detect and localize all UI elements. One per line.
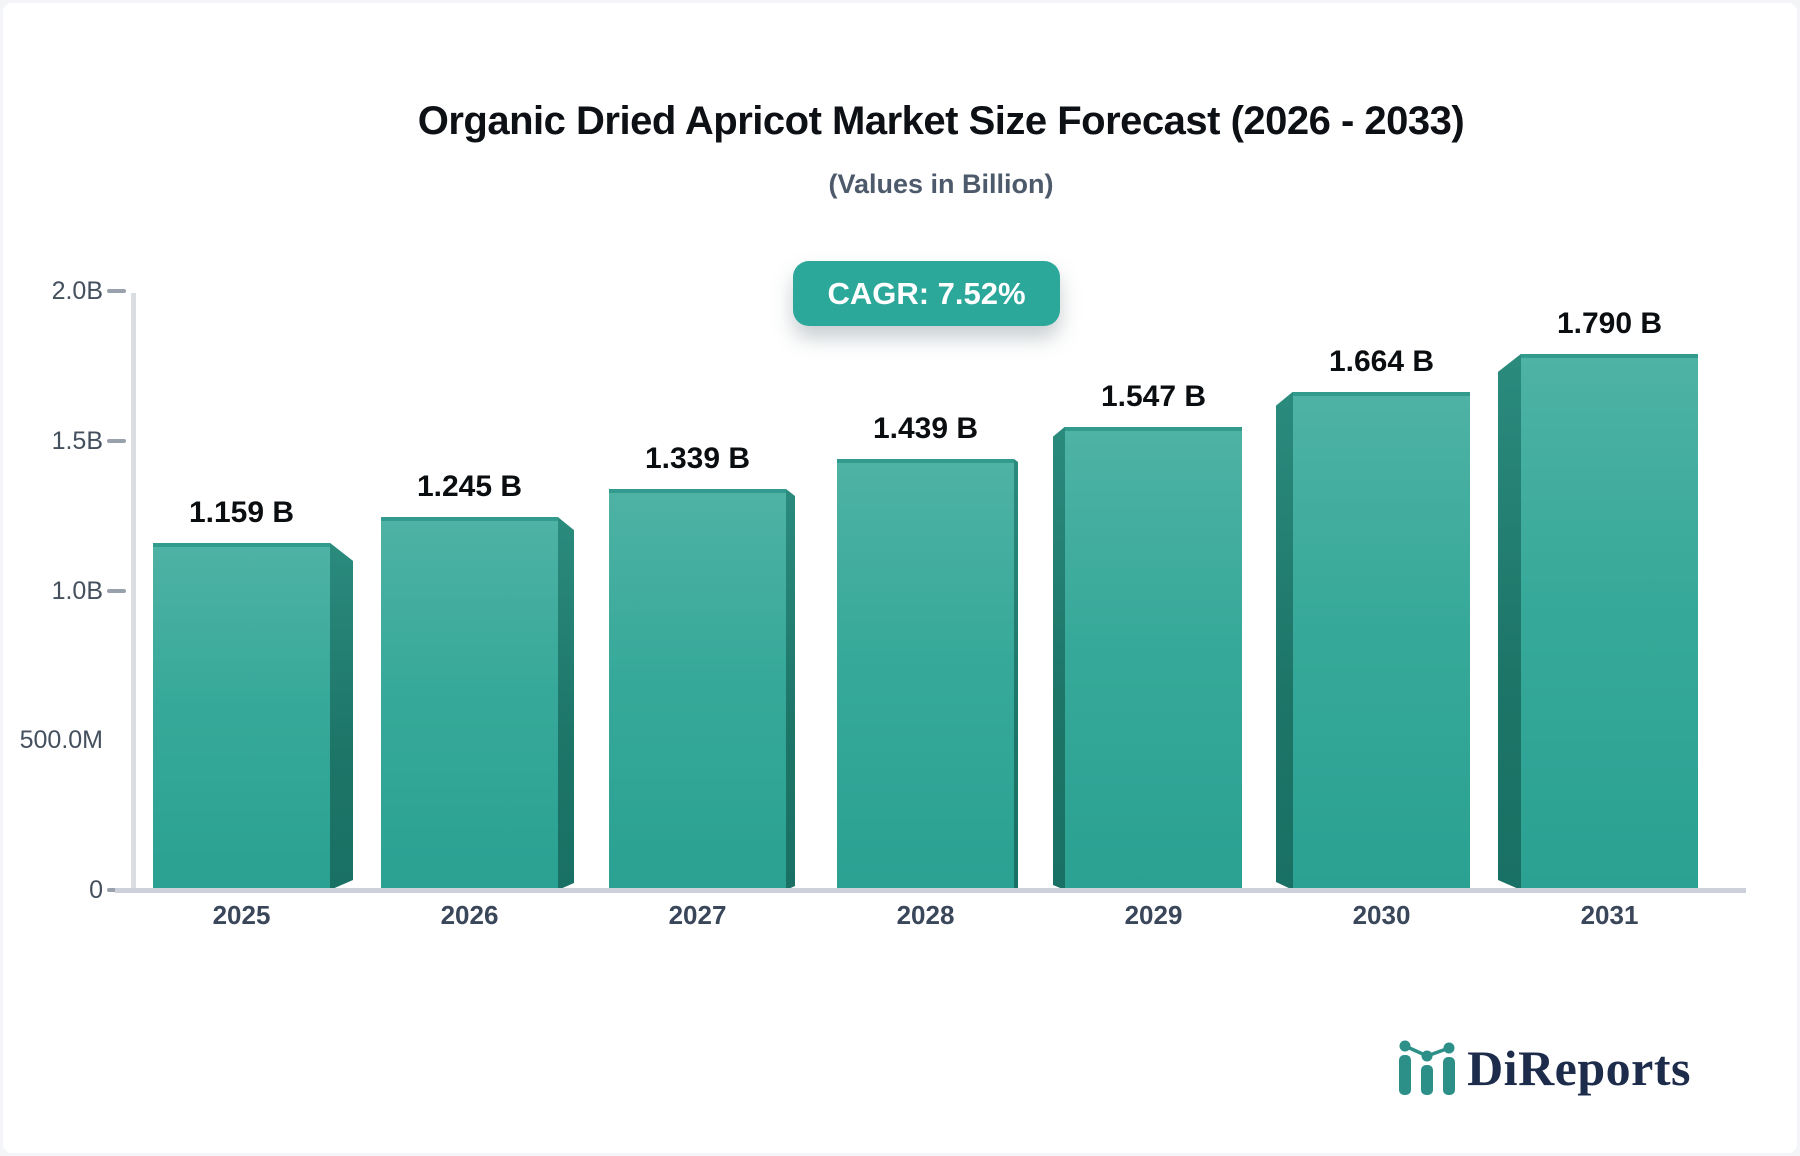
bar-value-label: 1.547 B — [1100, 379, 1207, 413]
y-tick-label: 500.0M — [19, 726, 103, 755]
chart-subtitle: (Values in Billion) — [828, 169, 1054, 199]
y-tick-dash — [107, 289, 126, 293]
y-tick-label: 1.0B — [51, 576, 103, 605]
y-tick-dash — [107, 588, 126, 593]
y-axis-line — [131, 293, 136, 892]
bar-2029-side — [1053, 427, 1065, 890]
x-tick-label-2029: 2029 — [1124, 900, 1183, 930]
bar-value-label: 1.245 B — [416, 470, 523, 504]
y-tick-label: 1.5B — [51, 426, 103, 455]
mini-bar-line-chart-icon — [1397, 1039, 1459, 1102]
bar-2026-side — [558, 517, 574, 890]
bar-2025 — [153, 542, 330, 890]
bar-value-label: 1.439 B — [872, 412, 979, 446]
brand-logo: DiReports — [1397, 1033, 1691, 1103]
bar-2028-side — [1014, 459, 1018, 890]
x-axis-line — [115, 888, 1746, 893]
x-tick-label-2026: 2026 — [440, 900, 499, 930]
x-tick-label-2027: 2027 — [668, 900, 727, 930]
brand-logo-text: DiReports — [1467, 1040, 1691, 1096]
y-tick-label: 0 — [89, 876, 103, 904]
bar-value-label: 1.159 B — [188, 495, 295, 529]
y-tick-label: 2.0B — [51, 277, 103, 305]
bar-2029 — [1065, 426, 1242, 890]
bar-2028 — [837, 459, 1014, 890]
bar-value-label: 1.339 B — [644, 441, 751, 475]
bar-2030-side — [1276, 392, 1293, 890]
bar-2027 — [609, 488, 786, 890]
chart-title: Organic Dried Apricot Market Size Foreca… — [417, 99, 1465, 143]
bar-2025-side — [330, 543, 353, 890]
plot-area: 1.159 B 2025 1.245 B 2026 1.339 B 2027 1.439 B… — [3, 3, 1797, 1153]
bar-2031-side — [1498, 354, 1521, 890]
x-tick-label-2031: 2031 — [1580, 900, 1639, 930]
bar-2027-side — [786, 489, 795, 890]
x-tick-label-2028: 2028 — [896, 900, 955, 930]
bar-value-label: 1.790 B — [1556, 306, 1663, 340]
cagr-badge: CAGR: 7.52% — [793, 261, 1060, 326]
x-tick-label-2025: 2025 — [212, 900, 271, 930]
bar-2026 — [381, 517, 558, 890]
bar-2031 — [1521, 353, 1698, 890]
y-tick-dash — [107, 438, 126, 443]
x-tick-label-2030: 2030 — [1352, 900, 1411, 930]
bar-2030 — [1293, 391, 1470, 890]
bar-value-label: 1.664 B — [1328, 344, 1435, 378]
